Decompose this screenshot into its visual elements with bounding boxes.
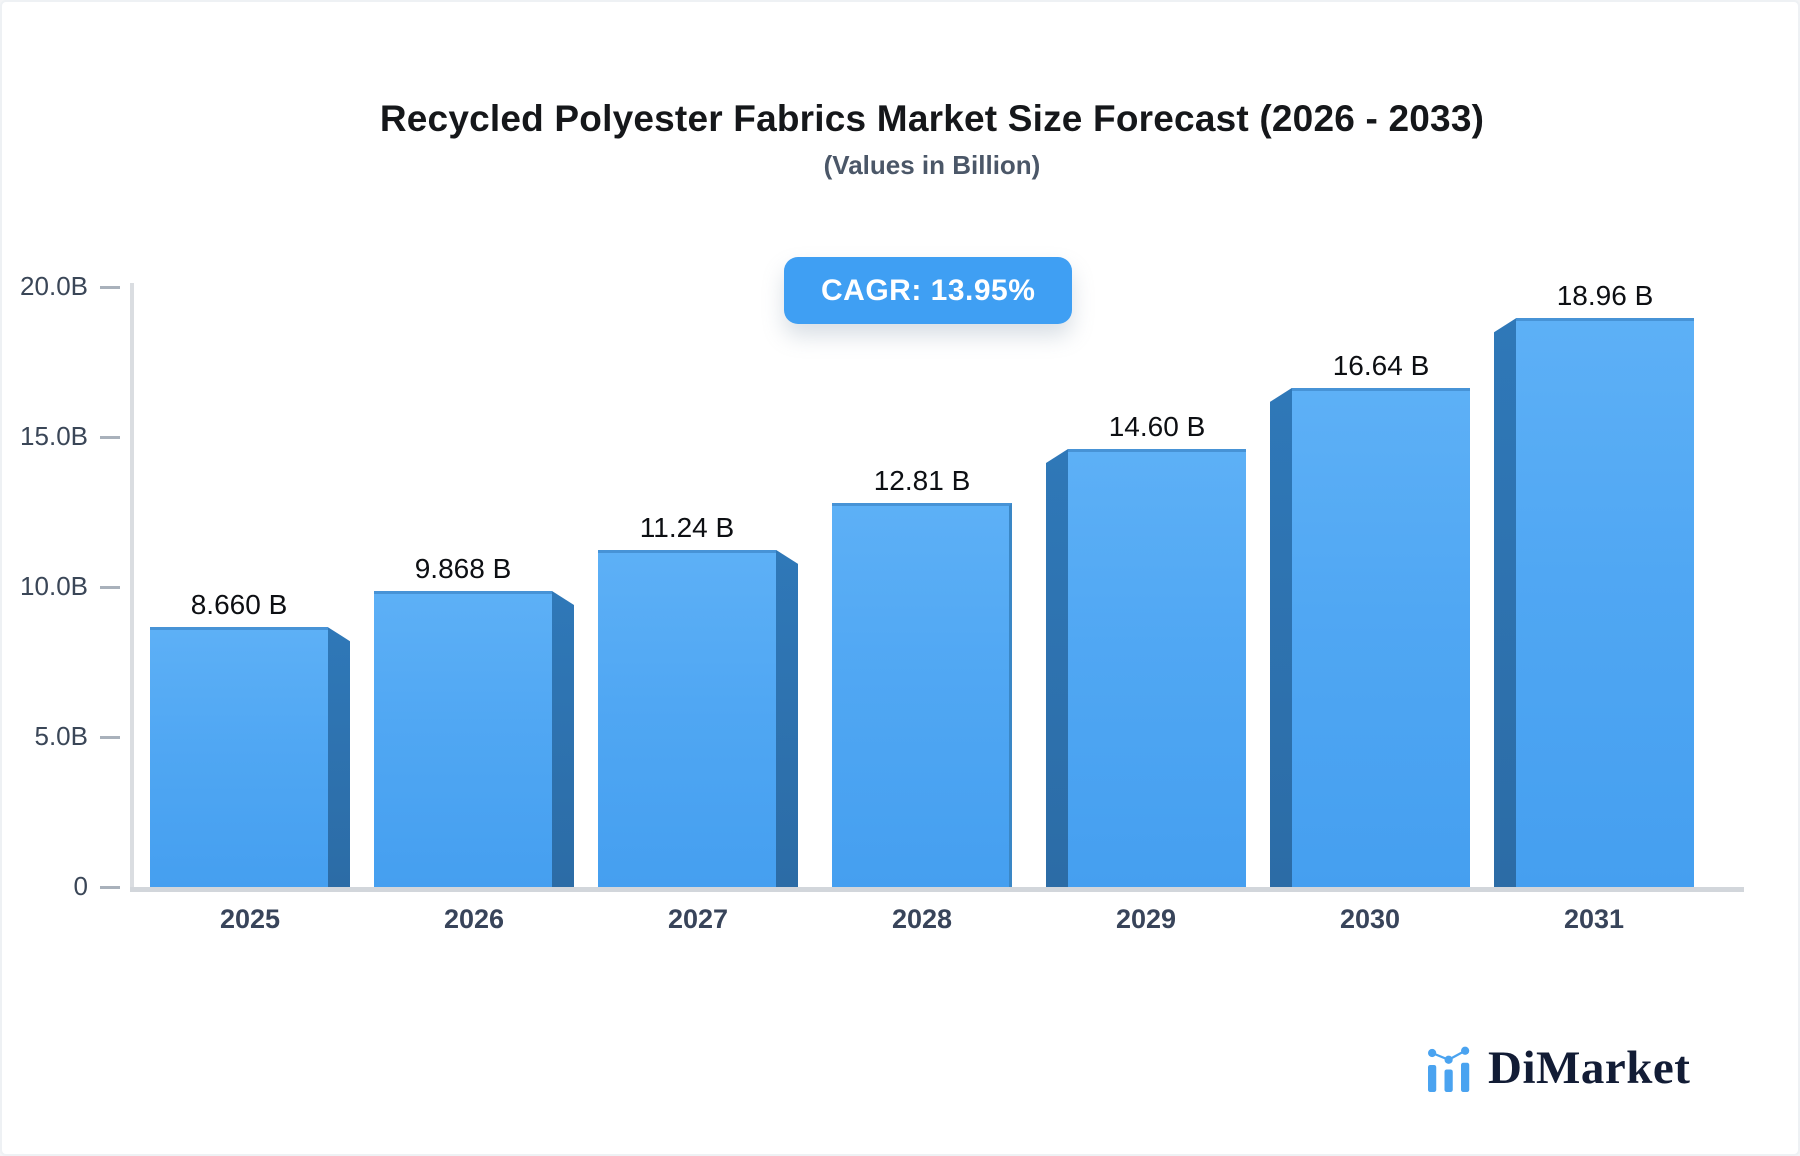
bar-group-2025: 8.660 B	[150, 589, 350, 887]
bar-side-panel	[552, 590, 574, 887]
bar-group-2027: 11.24 B	[598, 512, 798, 887]
y-tick	[100, 885, 120, 889]
y-tick-label: 10.0B	[20, 571, 88, 601]
bar-side-panel	[1270, 387, 1292, 887]
x-tick-label-2030: 2030	[1339, 904, 1401, 934]
y-tick-label: 15.0B	[20, 421, 88, 451]
chart-subtitle: (Values in Billion)	[823, 150, 1041, 180]
bar-face	[150, 627, 328, 887]
bar-face	[374, 590, 552, 887]
y-tick	[100, 585, 120, 589]
y-tick-label: 20.0B	[20, 271, 88, 301]
bar-value-label: 12.81 B	[873, 464, 971, 496]
x-tick-label-2031: 2031	[1563, 904, 1625, 934]
bar-value-label: 8.660 B	[190, 589, 288, 621]
cagr-badge: CAGR: 13.95%	[784, 257, 1073, 324]
x-tick-label-2027: 2027	[667, 904, 729, 934]
y-tick-label: 5.0B	[34, 721, 89, 751]
plot-area: 8.660 B 9.868 B 11.24 B 12.81 B 14.60 B 16.64…	[130, 280, 1744, 892]
bar-side-panel	[1494, 318, 1516, 887]
bar-group-2030: 16.64 B	[1270, 350, 1470, 887]
bar-value-label: 9.868 B	[414, 552, 512, 584]
y-tick	[100, 285, 120, 289]
bar-side-panel	[328, 627, 350, 887]
bar-value-label: 11.24 B	[639, 511, 735, 543]
bar-value-label: 16.64 B	[1332, 349, 1430, 381]
y-tick	[100, 735, 120, 739]
bar-chart-icon	[1428, 1046, 1470, 1092]
chart-title: Recycled Polyester Fabrics Market Size F…	[379, 98, 1485, 139]
y-tick-label: 0	[73, 871, 88, 901]
bar-side-panel	[1046, 449, 1068, 887]
bar-face	[598, 549, 776, 887]
brand-name: DiMarket	[1488, 1042, 1691, 1094]
bar-group-2026: 9.868 B	[374, 553, 574, 887]
bar-value-label: 18.96 B	[1556, 280, 1654, 312]
y-axis-line	[130, 283, 134, 892]
x-axis-line	[130, 887, 1744, 892]
bar-face	[1292, 387, 1470, 887]
brand-logo: DiMarket	[1426, 1044, 1690, 1092]
bar-value-label: 14.60 B	[1108, 411, 1206, 442]
bar-group-2028: 12.81 B	[822, 465, 1022, 887]
x-tick-label-2029: 2029	[1115, 904, 1177, 934]
bar-face	[1516, 318, 1694, 887]
x-tick-label-2026: 2026	[443, 904, 505, 934]
x-tick-label-2028: 2028	[891, 904, 953, 934]
y-tick	[100, 435, 120, 439]
bar-group-2029: 14.60 B	[1046, 411, 1246, 887]
x-tick-label-2025: 2025	[219, 904, 281, 934]
bar-group-2031: 18.96 B	[1494, 280, 1694, 887]
bar-side-panel	[776, 549, 798, 887]
bar-face	[1068, 449, 1246, 887]
bar-face	[832, 502, 1012, 887]
